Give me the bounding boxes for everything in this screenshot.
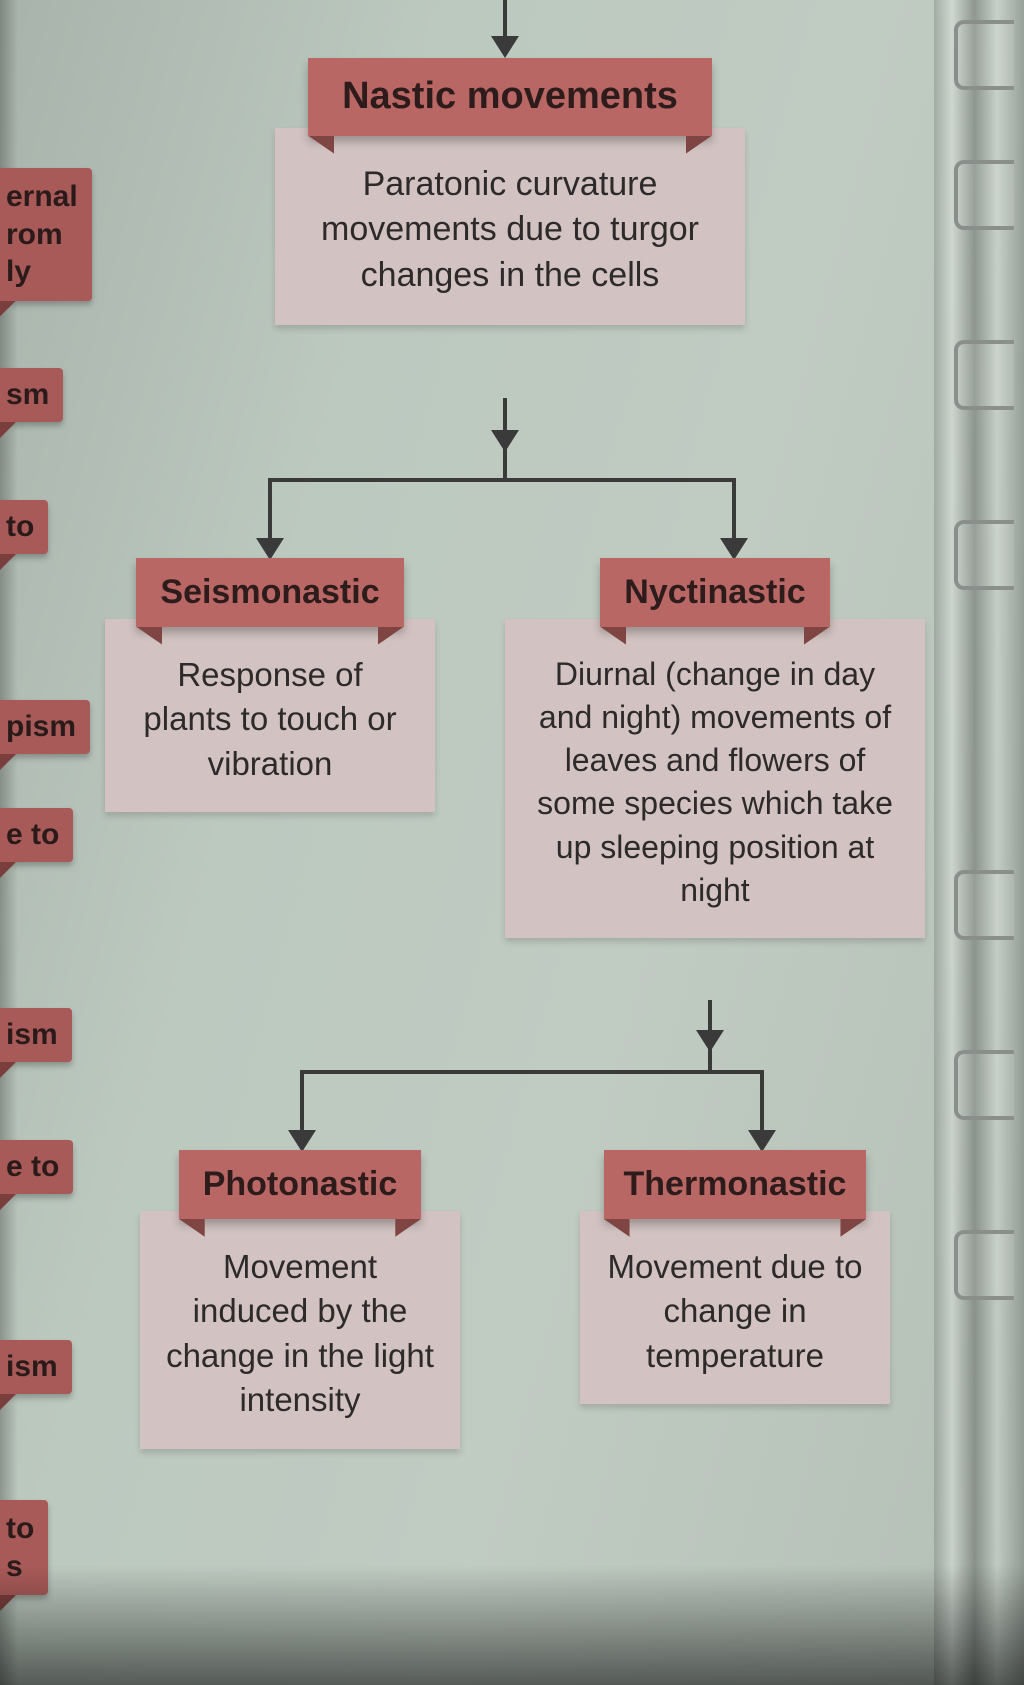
left-partial-text: to xyxy=(6,510,34,543)
connector-line xyxy=(760,1070,764,1132)
left-partial-banner: sm xyxy=(0,368,63,422)
connector-line xyxy=(300,1070,304,1132)
left-partial-text: sm xyxy=(6,378,49,411)
thumb-tab xyxy=(954,1230,1014,1300)
node-title: Photonastic xyxy=(179,1150,422,1219)
left-partial-banner: e to xyxy=(0,808,73,862)
node-photonastic: Photonastic Movement induced by the chan… xyxy=(130,1150,470,1449)
banner-text: Nyctinastic xyxy=(624,573,805,611)
arrowhead-icon xyxy=(491,36,519,58)
node-nastic-movements: Nastic movements Paratonic curvature mov… xyxy=(250,58,770,325)
page: ernal rom ly sm to pism e to ism e to is… xyxy=(0,0,1024,1685)
banner-text: Thermonastic xyxy=(624,1165,847,1203)
node-description: Diurnal (change in day and night) moveme… xyxy=(505,619,925,938)
desc-text: Diurnal (change in day and night) moveme… xyxy=(537,656,893,908)
left-partial-banner: pism xyxy=(0,700,90,754)
left-partial-text: e to xyxy=(6,1150,59,1183)
banner-text: Seismonastic xyxy=(160,573,379,611)
left-partial-banner: e to xyxy=(0,1140,73,1194)
desc-text: Response of plants to touch or vibration xyxy=(143,656,396,782)
thumb-tab xyxy=(954,870,1014,940)
node-description: Movement induced by the change in the li… xyxy=(140,1211,460,1449)
arrowhead-icon xyxy=(288,1130,316,1152)
node-title: Nyctinastic xyxy=(600,558,829,627)
banner-text: Photonastic xyxy=(203,1165,398,1203)
left-partial-text: ism xyxy=(6,1018,58,1051)
arrowhead-icon xyxy=(256,538,284,560)
left-partial-text: ernal rom ly xyxy=(6,180,78,288)
thumb-tab xyxy=(954,520,1014,590)
node-description: Paratonic curvature movements due to tur… xyxy=(275,128,745,326)
left-partial-text: e to xyxy=(6,818,59,851)
thumb-tab xyxy=(954,340,1014,410)
arrowhead-icon xyxy=(696,1030,724,1052)
desc-text: Paratonic curvature movements due to tur… xyxy=(321,165,699,295)
desc-text: Movement due to change in temperature xyxy=(608,1248,863,1374)
connector-line xyxy=(300,1070,764,1074)
node-thermonastic: Thermonastic Movement due to change in t… xyxy=(560,1150,910,1404)
arrowhead-icon xyxy=(720,538,748,560)
left-partial-banner: ism xyxy=(0,1008,72,1062)
thumb-tab xyxy=(954,1050,1014,1120)
node-seismonastic: Seismonastic Response of plants to touch… xyxy=(100,558,440,812)
left-partial-banner: ernal rom ly xyxy=(0,168,92,301)
node-title: Nastic movements xyxy=(308,58,712,136)
node-description: Response of plants to touch or vibration xyxy=(105,619,435,813)
connector-line xyxy=(732,478,736,540)
arrowhead-icon xyxy=(748,1130,776,1152)
arrowhead-icon xyxy=(491,430,519,452)
desc-text: Movement induced by the change in the li… xyxy=(166,1248,434,1419)
connector-line xyxy=(503,0,507,38)
node-title: Thermonastic xyxy=(604,1150,867,1219)
node-nyctinastic: Nyctinastic Diurnal (change in day and n… xyxy=(500,558,930,938)
left-partial-text: ism xyxy=(6,1350,58,1383)
left-partial-banner: ism xyxy=(0,1340,72,1394)
left-partial-banner: to xyxy=(0,500,48,554)
bottom-shadow xyxy=(0,1565,1024,1685)
node-description: Movement due to change in temperature xyxy=(580,1211,890,1405)
connector-line xyxy=(268,478,736,482)
thumb-tab xyxy=(954,20,1014,90)
thumb-tab xyxy=(954,160,1014,230)
left-partial-text: pism xyxy=(6,710,76,743)
node-title: Seismonastic xyxy=(136,558,403,627)
page-spine xyxy=(934,0,1024,1685)
connector-line xyxy=(268,478,272,540)
banner-text: Nastic movements xyxy=(342,75,678,117)
